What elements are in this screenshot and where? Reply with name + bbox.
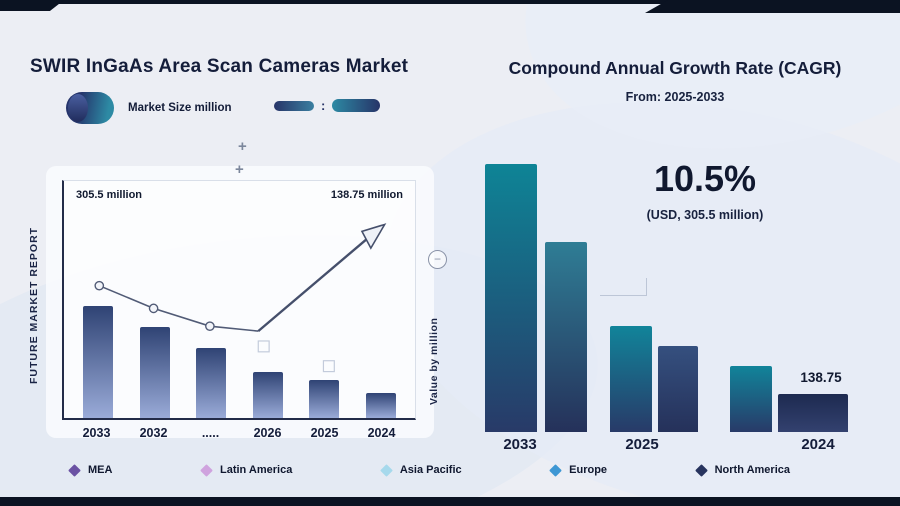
plus-decoration-icon: +	[235, 161, 244, 178]
left-axis-label: 2026	[253, 426, 282, 440]
legend-diamond-icon	[379, 463, 393, 477]
legend-item-mea: MEA	[68, 463, 113, 477]
value-label-end: 138.75 million	[330, 189, 403, 201]
trend-arrow-overlay	[94, 223, 387, 373]
square-marker	[322, 360, 335, 373]
cagr-value: 10.5%	[653, 158, 757, 199]
right-chart-bar-2033	[545, 242, 587, 432]
legend-diamond-icon	[549, 463, 563, 477]
pill-icon	[332, 99, 381, 112]
right-chart-title: Compound Annual Growth Rate (CAGR)	[508, 58, 842, 78]
plus-decoration-icon: +	[238, 138, 247, 155]
bottom-frame-bar	[0, 497, 900, 506]
legend-item-north-america: North America	[694, 463, 790, 477]
top-right-frame-shape	[645, 0, 900, 13]
legend-item-europe: Europe	[549, 463, 608, 477]
right-chart-bar-2024	[778, 394, 848, 432]
legend-item-asia-pacific: Asia Pacific	[379, 463, 462, 477]
trend-marker	[205, 321, 215, 332]
market-size-legend: Market Size million	[66, 92, 232, 124]
left-chart-bar-2025	[309, 380, 340, 418]
legend-label: Asia Pacific	[399, 464, 462, 476]
legend-label: MEA	[88, 464, 113, 476]
legend-label: Europe	[569, 464, 608, 476]
step-decoration	[600, 278, 647, 296]
cylinder-icon	[66, 92, 114, 124]
legend-diamond-icon	[200, 463, 213, 477]
market-size-label: Market Size million	[128, 102, 232, 114]
ratio-separator: :	[321, 98, 326, 113]
square-marker	[257, 340, 270, 353]
left-chart-x-axis: 2033 2032..... 2026 2025 2024	[62, 426, 416, 440]
value-label-start: 305.5 million	[76, 189, 143, 201]
region-legend: MEA Latin America Asia Pacific Europe North …	[68, 463, 790, 477]
left-chart-bars	[64, 181, 415, 418]
left-axis-label: 2025	[310, 426, 339, 440]
right-chart-bar-2025	[610, 326, 652, 432]
legend-label: Latin America	[219, 464, 293, 476]
cagr-caption: (USD, 305.5 million)	[646, 208, 764, 222]
trend-marker	[148, 303, 159, 314]
trend-line	[98, 284, 259, 332]
right-axis-label: 2025	[625, 436, 659, 453]
right-chart-subtitle: From: 2025-2033	[625, 90, 725, 104]
legend-label: North America	[714, 464, 790, 476]
legend-item-latin-america: Latin America	[200, 463, 293, 477]
right-chart-bar-2024	[730, 366, 772, 432]
growth-arrowhead	[360, 223, 387, 250]
left-chart-title: SWIR InGaAs Area Scan Cameras Market	[30, 56, 409, 77]
left-axis-label: 2033	[82, 426, 111, 440]
left-axis-label: 2024	[367, 426, 396, 440]
right-axis-label: 2033	[503, 436, 537, 453]
left-chart-bar-2024	[365, 393, 396, 418]
top-frame-bar	[0, 0, 900, 4]
legend-diamond-icon	[694, 463, 708, 477]
legend-diamond-icon	[68, 463, 81, 477]
watermark-text: FUTURE MARKET REPORT	[28, 226, 40, 385]
right-chart-bar-2025	[658, 346, 698, 432]
left-chart-bar-2033	[83, 306, 114, 418]
top-left-frame-shape	[0, 0, 64, 11]
right-chart: 138.75 2033 2025 2024	[470, 148, 880, 453]
right-chart-bar-2033	[485, 164, 537, 432]
left-chart-bar-2026	[252, 372, 283, 418]
left-axis-label: .....	[201, 426, 220, 440]
left-chart-bar-2032	[139, 327, 170, 418]
ratio-decoration: :	[274, 98, 381, 113]
bar-value-annotation: 138.75	[800, 370, 842, 385]
right-axis-title: Value by million	[428, 317, 440, 405]
left-axis-label: 2032	[139, 426, 168, 440]
left-chart-bar-.....	[196, 348, 227, 418]
cylinder-cap-icon	[68, 94, 88, 122]
growth-arrow-shaft	[257, 236, 370, 333]
minus-circle-icon: −	[428, 250, 447, 269]
right-axis-label: 2024	[801, 436, 835, 453]
pill-icon	[274, 100, 314, 111]
trend-marker	[94, 280, 105, 291]
left-chart-plot: 305.5 million 138.75 million	[62, 180, 416, 420]
